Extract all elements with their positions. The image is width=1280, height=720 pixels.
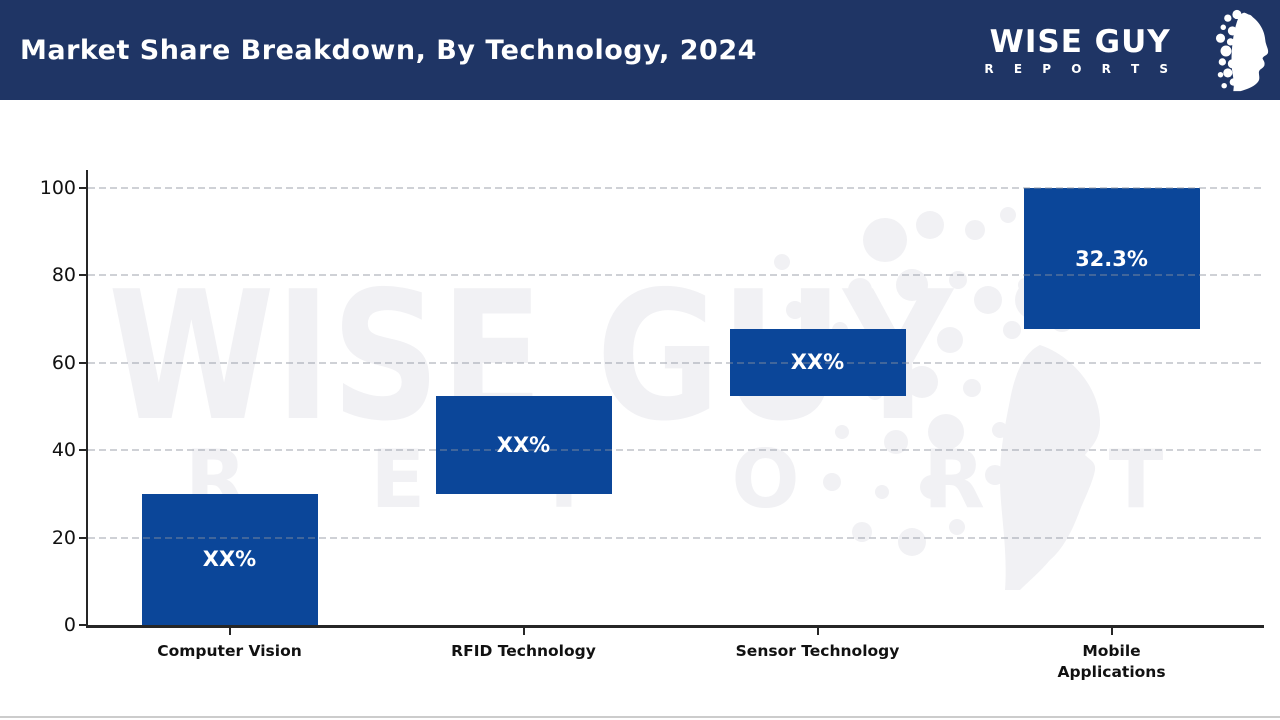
y-tick-mark-40 [79, 449, 86, 452]
y-tick-label-40: 40 [51, 439, 76, 462]
y-axis-line [86, 170, 88, 628]
x-axis-line [86, 625, 1264, 628]
y-tick-mark-0 [79, 624, 86, 626]
x-tick-label-mobile-applications: Mobile Applications [1057, 642, 1166, 681]
gridline-40 [88, 449, 1264, 452]
y-tick-mark-100 [79, 187, 86, 189]
bottom-border [0, 716, 1280, 718]
logo-subtext: R E P O R T S [984, 62, 1176, 76]
y-tick-mark-20 [79, 536, 86, 539]
x-tick-mark-computer-vision [228, 627, 231, 635]
y-tick-mark-80 [79, 274, 86, 277]
y-tick-label-80: 80 [51, 264, 76, 287]
logo-head-icon [1215, 9, 1269, 92]
x-tick-label-rfid-technology: RFID Technology [451, 642, 596, 660]
gridline-20 [88, 536, 1264, 539]
x-tick-mark-rfid-technology [522, 627, 525, 635]
x-tick-label-sensor-technology: Sensor Technology [735, 642, 900, 660]
x-tick-mark-sensor-technology [816, 627, 819, 635]
logo-text-block: WISE GUY R E P O R T S [984, 25, 1176, 77]
x-tick-mark-mobile-applications [1110, 627, 1113, 635]
y-tick-label-0: 0 [63, 614, 76, 636]
wise-guy-logo: WISE GUY R E P O R T S [984, 8, 1274, 94]
bar-value-label-computer-vision: XX% [202, 547, 257, 572]
bar-value-label-rfid-technology: XX% [496, 432, 551, 457]
bar-value-label-sensor-technology: XX% [790, 350, 845, 375]
gridline-80 [88, 274, 1264, 277]
bar-computer-vision [141, 493, 318, 625]
page-title: Market Share Breakdown, By Technology, 2… [20, 34, 757, 66]
bar-rfid-technology [435, 395, 612, 494]
y-tick-mark-60 [79, 361, 86, 364]
logo-wordmark: WISE GUY [989, 24, 1171, 60]
gridline-60 [88, 361, 1264, 364]
bar-value-label-mobile-applications: 32.3% [1075, 246, 1148, 271]
y-tick-label-100: 100 [39, 177, 76, 199]
x-tick-label-computer-vision: Computer Vision [157, 642, 302, 660]
y-tick-label-20: 20 [51, 526, 76, 549]
header-bar: Market Share Breakdown, By Technology, 2… [0, 0, 1280, 100]
gridline-100 [88, 187, 1264, 189]
y-tick-label-60: 60 [51, 351, 76, 374]
